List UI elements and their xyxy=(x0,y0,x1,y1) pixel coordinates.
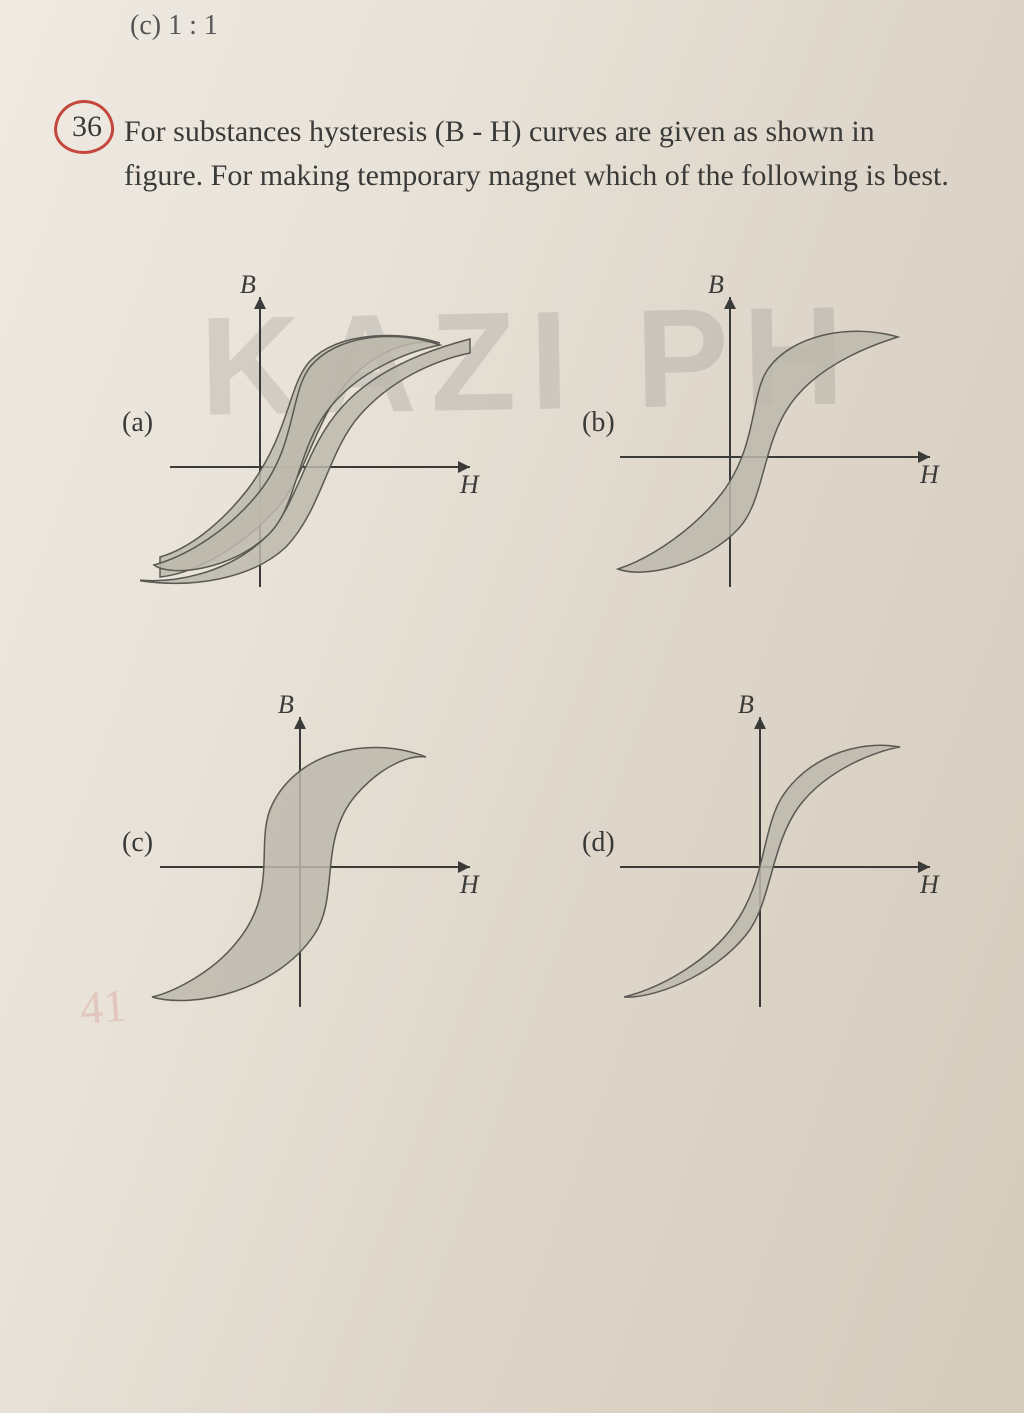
question-number: 36 xyxy=(60,110,114,144)
option-c-label: (c) xyxy=(122,827,153,859)
option-a-graph: B H xyxy=(140,257,500,617)
options-grid: (a) B H (b) xyxy=(140,257,964,1057)
option-d: (d) B H xyxy=(600,677,1020,1057)
fragment-c: (c) 1 : 1 xyxy=(130,10,218,41)
option-c-h-axis: H xyxy=(459,870,480,899)
option-a-h-axis: H xyxy=(459,470,480,499)
option-a-label: (a) xyxy=(122,407,153,439)
option-b-h-axis: H xyxy=(919,460,940,489)
question-text: For substances hysteresis (B - H) curves… xyxy=(118,110,958,197)
option-d-label: (d) xyxy=(582,827,615,859)
option-b-b-axis: B xyxy=(708,270,724,299)
option-a-b-axis: B xyxy=(240,270,256,299)
option-a: (a) B H xyxy=(140,257,560,637)
option-d-graph: B H xyxy=(600,677,960,1037)
option-c: (c) B H xyxy=(140,677,560,1057)
option-c-graph: B H xyxy=(140,677,500,1037)
pink-scribble-1: 41 xyxy=(78,978,128,1034)
option-d-h-axis: H xyxy=(919,870,940,899)
option-b: (b) B H xyxy=(600,257,1020,637)
question-36: 36 For substances hysteresis (B - H) cur… xyxy=(60,110,964,197)
page-edge-fragment: (c) 1 : 1 xyxy=(130,10,218,42)
option-b-graph: B H xyxy=(600,257,960,617)
option-d-b-axis: B xyxy=(738,690,754,719)
option-b-label: (b) xyxy=(582,407,615,439)
option-c-b-axis: B xyxy=(278,690,294,719)
